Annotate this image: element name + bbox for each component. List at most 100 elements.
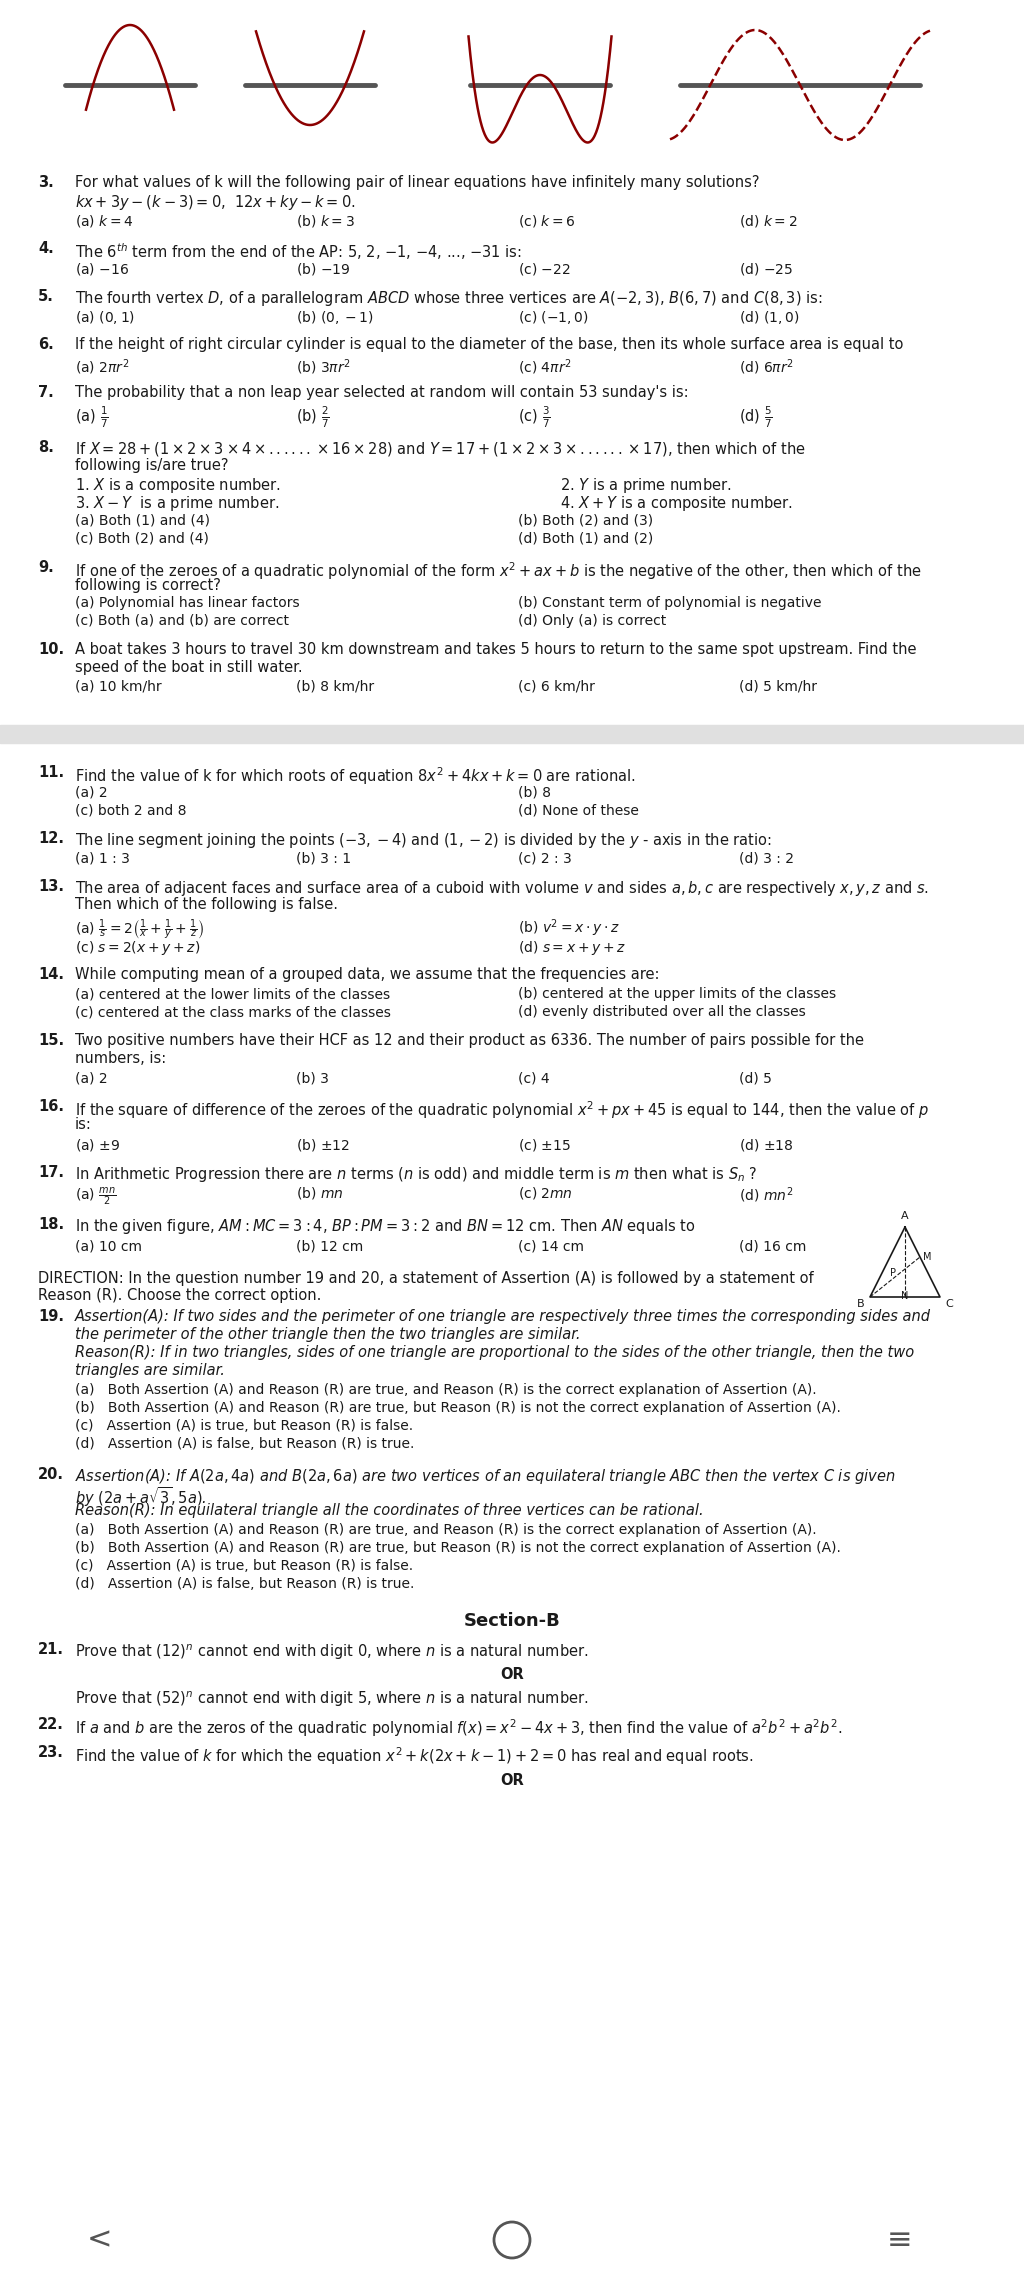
Text: For what values of k will the following pair of linear equations have infinitely: For what values of k will the following … xyxy=(75,175,760,191)
Text: 4. $X + Y$ is a composite number.: 4. $X + Y$ is a composite number. xyxy=(560,493,793,514)
Text: B: B xyxy=(857,1298,865,1310)
Text: Assertion(A): If $A(2a, 4a)$ and $B(2a, 6a)$ are two vertices of an equilateral : Assertion(A): If $A(2a, 4a)$ and $B(2a, … xyxy=(75,1467,896,1485)
Text: (a) 1 : 3: (a) 1 : 3 xyxy=(75,850,130,864)
Text: 20.: 20. xyxy=(38,1467,63,1483)
Text: 7.: 7. xyxy=(38,384,53,400)
Text: Two positive numbers have their HCF as 12 and their product as 6336. The number : Two positive numbers have their HCF as 1… xyxy=(75,1032,864,1048)
Text: (b)   Both Assertion (A) and Reason (R) are true, but Reason (R) is not the corr: (b) Both Assertion (A) and Reason (R) ar… xyxy=(75,1542,841,1555)
Text: following is/are true?: following is/are true? xyxy=(75,457,228,473)
Text: (a) 10 km/hr: (a) 10 km/hr xyxy=(75,680,162,694)
Text: OR: OR xyxy=(500,1774,524,1787)
Text: (a) 2: (a) 2 xyxy=(75,1071,108,1085)
Text: (c) $-22$: (c) $-22$ xyxy=(517,262,570,277)
Text: (a) $\frac{1}{s} = 2\left(\frac{1}{x} + \frac{1}{y} + \frac{1}{z}\right)$: (a) $\frac{1}{s} = 2\left(\frac{1}{x} + … xyxy=(75,916,204,941)
Text: 19.: 19. xyxy=(38,1310,63,1323)
Text: (d) $k = 2$: (d) $k = 2$ xyxy=(738,214,798,230)
Text: (a) $-16$: (a) $-16$ xyxy=(75,262,129,277)
Text: 12.: 12. xyxy=(38,830,63,846)
Text: If $a$ and $b$ are the zeros of the quadratic polynomial $f(x) = x^2 - 4x + 3$, : If $a$ and $b$ are the zeros of the quad… xyxy=(75,1717,843,1740)
Text: (b) 8: (b) 8 xyxy=(517,785,551,798)
Text: If $X = 28 + (1 \times 2 \times 3 \times 4 \times ......\times 16 \times 28)$ an: If $X = 28 + (1 \times 2 \times 3 \times… xyxy=(75,439,806,457)
Text: 10.: 10. xyxy=(38,641,65,657)
Text: $kx + 3y - (k-3) = 0$,  $12x + ky - k = 0$.: $kx + 3y - (k-3) = 0$, $12x + ky - k = 0… xyxy=(75,193,355,211)
Text: 1. $X$ is a composite number.: 1. $X$ is a composite number. xyxy=(75,475,281,496)
Text: (d) $(1, 0)$: (d) $(1, 0)$ xyxy=(738,309,799,325)
Text: The line segment joining the points $(-3, -4)$ and $(1, -2)$ is divided by the $: The line segment joining the points $(-3… xyxy=(75,830,772,850)
Text: (a)   Both Assertion (A) and Reason (R) are true, and Reason (R) is the correct : (a) Both Assertion (A) and Reason (R) ar… xyxy=(75,1524,816,1537)
Text: If the square of difference of the zeroes of the quadratic polynomial $x^2 + px : If the square of difference of the zeroe… xyxy=(75,1098,929,1121)
Text: A boat takes 3 hours to travel 30 km downstream and takes 5 hours to return to t: A boat takes 3 hours to travel 30 km dow… xyxy=(75,641,916,657)
Text: (a) centered at the lower limits of the classes: (a) centered at the lower limits of the … xyxy=(75,987,390,1001)
Text: (d) None of these: (d) None of these xyxy=(517,803,638,816)
Text: (b) $(0, -1)$: (b) $(0, -1)$ xyxy=(296,309,374,325)
Text: M: M xyxy=(923,1253,932,1262)
Text: (d)   Assertion (A) is false, but Reason (R) is true.: (d) Assertion (A) is false, but Reason (… xyxy=(75,1576,415,1592)
Text: numbers, is:: numbers, is: xyxy=(75,1051,166,1067)
Text: (a) Both (1) and (4): (a) Both (1) and (4) xyxy=(75,514,210,528)
Text: (a) 2: (a) 2 xyxy=(75,785,108,798)
Text: the perimeter of the other triangle then the two triangles are similar.: the perimeter of the other triangle then… xyxy=(75,1328,581,1342)
Text: (c)   Assertion (A) is true, but Reason (R) is false.: (c) Assertion (A) is true, but Reason (R… xyxy=(75,1560,413,1574)
Text: The area of adjacent faces and surface area of a cuboid with volume $v$ and side: The area of adjacent faces and surface a… xyxy=(75,880,929,898)
Text: 22.: 22. xyxy=(38,1717,63,1733)
Text: (d) evenly distributed over all the classes: (d) evenly distributed over all the clas… xyxy=(517,1005,805,1019)
Text: (c) $s = 2(x + y + z)$: (c) $s = 2(x + y + z)$ xyxy=(75,939,201,957)
Text: 16.: 16. xyxy=(38,1098,63,1114)
Text: (d) 5: (d) 5 xyxy=(738,1071,772,1085)
Text: (d) Only (a) is correct: (d) Only (a) is correct xyxy=(517,614,666,628)
Text: (a) Polynomial has linear factors: (a) Polynomial has linear factors xyxy=(75,596,300,609)
Text: 11.: 11. xyxy=(38,764,65,780)
Text: (a) $(0, 1)$: (a) $(0, 1)$ xyxy=(75,309,135,325)
Text: 2. $Y$ is a prime number.: 2. $Y$ is a prime number. xyxy=(560,475,731,496)
Text: (a) 10 cm: (a) 10 cm xyxy=(75,1239,142,1253)
Text: (d)   Assertion (A) is false, but Reason (R) is true.: (d) Assertion (A) is false, but Reason (… xyxy=(75,1437,415,1451)
Text: 18.: 18. xyxy=(38,1217,65,1233)
Text: 3. $X - Y$  is a prime number.: 3. $X - Y$ is a prime number. xyxy=(75,493,280,514)
Text: C: C xyxy=(945,1298,952,1310)
Text: (b) 12 cm: (b) 12 cm xyxy=(296,1239,364,1253)
Text: 5.: 5. xyxy=(38,289,54,305)
Text: Reason(R): In equilateral triangle all the coordinates of three vertices can be : Reason(R): In equilateral triangle all t… xyxy=(75,1503,703,1519)
Text: 14.: 14. xyxy=(38,966,63,982)
Text: (d) $mn^2$: (d) $mn^2$ xyxy=(738,1185,793,1205)
Text: Find the value of k for which roots of equation $8x^2 + 4kx + k = 0$ are rationa: Find the value of k for which roots of e… xyxy=(75,764,636,787)
Text: Prove that $(52)^n$ cannot end with digit 5, where $n$ is a natural number.: Prove that $(52)^n$ cannot end with digi… xyxy=(75,1690,589,1708)
Text: N: N xyxy=(901,1292,908,1301)
Text: speed of the boat in still water.: speed of the boat in still water. xyxy=(75,659,303,675)
Text: (c) 6 km/hr: (c) 6 km/hr xyxy=(517,680,594,694)
Text: 13.: 13. xyxy=(38,880,63,894)
Text: <: < xyxy=(87,2226,113,2254)
Text: The fourth vertex $D$, of a parallelogram $ABCD$ whose three vertices are $A(-2,: The fourth vertex $D$, of a parallelogra… xyxy=(75,289,822,307)
Text: Section-B: Section-B xyxy=(464,1612,560,1630)
Bar xyxy=(0,725,1024,744)
Text: (d) 5 km/hr: (d) 5 km/hr xyxy=(738,680,817,694)
Text: 3.: 3. xyxy=(38,175,53,191)
Text: (c) $k = 6$: (c) $k = 6$ xyxy=(517,214,575,230)
Text: (c) both 2 and 8: (c) both 2 and 8 xyxy=(75,803,186,816)
Text: A: A xyxy=(901,1212,909,1221)
Text: (c) $\frac{3}{7}$: (c) $\frac{3}{7}$ xyxy=(517,405,550,430)
Text: Find the value of $k$ for which the equation $x^2 + k(2x + k - 1) + 2 = 0$ has r: Find the value of $k$ for which the equa… xyxy=(75,1744,754,1767)
Text: (b)   Both Assertion (A) and Reason (R) are true, but Reason (R) is not the corr: (b) Both Assertion (A) and Reason (R) ar… xyxy=(75,1401,841,1414)
Text: The $6^{th}$ term from the end of the AP: 5, 2, $-$1, $-$4, ..., $-$31 is:: The $6^{th}$ term from the end of the AP… xyxy=(75,241,522,262)
Text: (b) $mn$: (b) $mn$ xyxy=(296,1185,344,1201)
Text: (c)   Assertion (A) is true, but Reason (R) is false.: (c) Assertion (A) is true, but Reason (R… xyxy=(75,1419,413,1433)
Text: (b) $-19$: (b) $-19$ xyxy=(296,262,350,277)
Text: 6.: 6. xyxy=(38,337,53,352)
Text: (a)   Both Assertion (A) and Reason (R) are true, and Reason (R) is the correct : (a) Both Assertion (A) and Reason (R) ar… xyxy=(75,1383,816,1396)
Text: P: P xyxy=(890,1269,896,1278)
Text: 21.: 21. xyxy=(38,1642,63,1658)
Text: (b) $3\pi r^2$: (b) $3\pi r^2$ xyxy=(296,357,351,377)
Text: (c) Both (a) and (b) are correct: (c) Both (a) and (b) are correct xyxy=(75,614,289,628)
Text: 9.: 9. xyxy=(38,559,53,575)
Text: In the given figure, $AM : MC = 3:4$, $BP : PM = 3:2$ and $BN = 12$ cm. Then $AN: In the given figure, $AM : MC = 3:4$, $B… xyxy=(75,1217,695,1237)
Text: is:: is: xyxy=(75,1117,92,1132)
Text: (c) $4\pi r^2$: (c) $4\pi r^2$ xyxy=(517,357,571,377)
Text: (b) 3 : 1: (b) 3 : 1 xyxy=(296,850,351,864)
Text: (d) 3 : 2: (d) 3 : 2 xyxy=(738,850,794,864)
Text: (b) Both (2) and (3): (b) Both (2) and (3) xyxy=(517,514,652,528)
Text: (c) $(-1, 0)$: (c) $(-1, 0)$ xyxy=(517,309,589,325)
Text: Assertion(A): If two sides and the perimeter of one triangle are respectively th: Assertion(A): If two sides and the perim… xyxy=(75,1310,931,1323)
Text: ≡: ≡ xyxy=(887,2226,912,2254)
Text: (c) 2 : 3: (c) 2 : 3 xyxy=(517,850,571,864)
